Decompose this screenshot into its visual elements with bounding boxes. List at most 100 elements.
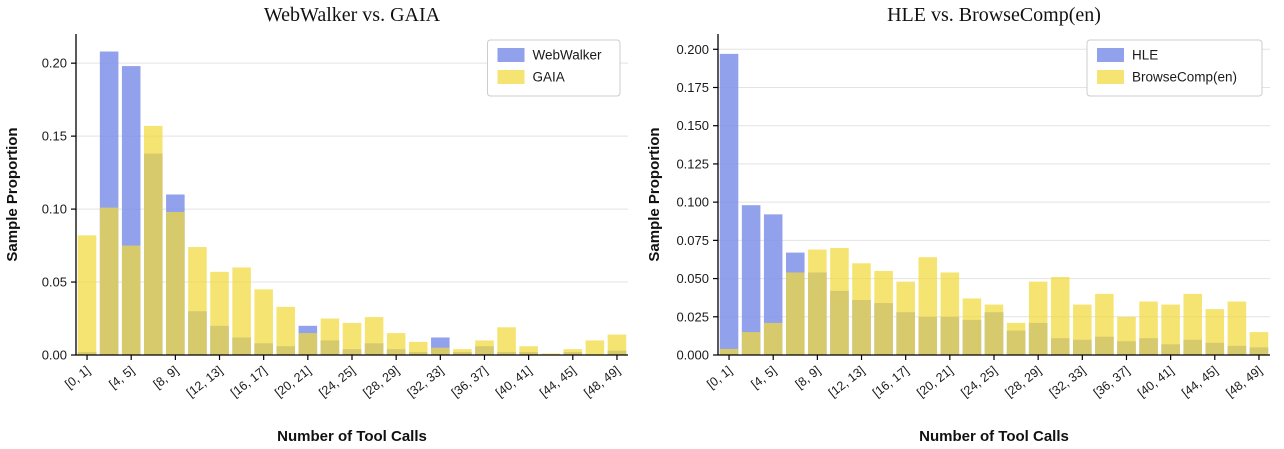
- bar-browsecomp-en-: [940, 272, 960, 355]
- bar-gaia: [121, 245, 141, 355]
- bar-gaia: [342, 322, 362, 355]
- chart-canvas: 0.000.050.100.150.20[0, 1] [4, 5] [8, 9] [1…: [4, 4, 628, 445]
- y-tick-label: 0.150: [676, 118, 709, 133]
- bar-browsecomp-en-: [763, 322, 783, 355]
- bar-browsecomp-en-: [1050, 277, 1070, 355]
- bar-gaia: [99, 207, 119, 355]
- legend-label: WebWalker: [533, 48, 603, 63]
- bar-gaia: [298, 333, 318, 355]
- bar-browsecomp-en-: [719, 348, 739, 355]
- bar-gaia: [144, 125, 163, 355]
- bar-browsecomp-en-: [1139, 301, 1158, 355]
- bar-browsecomp-en-: [1028, 281, 1048, 355]
- x-tick-label: [36, 37]: [449, 363, 490, 400]
- bar-browsecomp-en-: [962, 298, 982, 355]
- x-tick-label: [4, 5]: [107, 363, 138, 391]
- bar-gaia: [166, 212, 185, 355]
- bar-gaia: [364, 317, 384, 355]
- bar-browsecomp-en-: [786, 272, 805, 355]
- legend-swatch: [497, 70, 525, 84]
- y-tick-label: 0.025: [676, 309, 709, 324]
- y-tick-label: 0.000: [676, 348, 709, 363]
- legend-label: HLE: [1132, 48, 1158, 63]
- bar-browsecomp-en-: [1006, 322, 1026, 355]
- bar-gaia: [497, 327, 516, 355]
- x-tick-label: [32, 33]: [1047, 363, 1088, 400]
- y-tick-label: 0.050: [676, 271, 709, 286]
- bar-gaia: [607, 334, 627, 355]
- bar-browsecomp-en-: [874, 270, 893, 355]
- bar-gaia: [431, 347, 450, 355]
- x-tick-label: [44, 45]: [1179, 363, 1220, 400]
- bar-gaia: [188, 247, 207, 355]
- bar-gaia: [276, 306, 296, 355]
- y-tick-label: 0.125: [676, 156, 709, 171]
- x-tick-label: [12, 13]: [826, 363, 867, 400]
- x-tick-label: [24, 25]: [316, 363, 357, 400]
- y-axis-label: Sample Proportion: [646, 127, 663, 261]
- x-axis-label: Number of Tool Calls: [277, 428, 427, 445]
- bar-browsecomp-en-: [1073, 304, 1092, 355]
- bar-gaia: [254, 289, 273, 355]
- y-axis-label: Sample Proportion: [4, 127, 21, 261]
- x-tick-label: [40, 41]: [493, 363, 534, 400]
- bar-hle: [763, 214, 783, 355]
- x-tick-label: [48, 49]: [581, 363, 622, 400]
- x-tick-label: [16, 17]: [870, 363, 911, 400]
- bar-browsecomp-en-: [1095, 293, 1114, 355]
- bar-browsecomp-en-: [918, 257, 938, 355]
- x-tick-label: [28, 29]: [361, 363, 402, 400]
- legend-label: GAIA: [533, 70, 565, 85]
- y-tick-label: 0.05: [42, 275, 67, 290]
- chart-canvas: 0.000 0.025 0.050 0.075 0.100 0.125 0.150 0.175…: [646, 4, 1270, 445]
- bar-browsecomp-en-: [1249, 332, 1269, 355]
- bar-gaia: [475, 340, 494, 355]
- bar-browsecomp-en-: [896, 281, 915, 355]
- bar-gaia: [408, 341, 428, 355]
- bar-browsecomp-en-: [741, 332, 761, 355]
- bar-gaia: [453, 349, 472, 355]
- bar-browsecomp-en-: [1117, 316, 1136, 355]
- x-tick-label: [24, 25]: [958, 363, 999, 400]
- chart-title: WebWalker vs. GAIA: [264, 4, 441, 26]
- bar-gaia: [585, 340, 605, 355]
- bar-gaia: [77, 235, 97, 355]
- chart-hle-vs-browsecomp: 0.000 0.025 0.050 0.075 0.100 0.125 0.150 0.175…: [642, 0, 1284, 449]
- y-tick-label: 0.00: [42, 348, 67, 363]
- bar-gaia: [386, 333, 406, 355]
- bar-browsecomp-en-: [1205, 309, 1225, 355]
- x-tick-label: [32, 33]: [405, 363, 446, 400]
- legend-swatch: [1097, 70, 1124, 84]
- x-tick-label: [20, 21]: [914, 363, 955, 400]
- x-tick-label: [48, 49]: [1223, 363, 1264, 400]
- x-tick-label: [16, 17]: [228, 363, 269, 400]
- x-tick-label: [28, 29]: [1003, 363, 1044, 400]
- y-tick-label: 0.200: [676, 42, 709, 57]
- bar-browsecomp-en-: [984, 304, 1004, 355]
- bar-gaia: [320, 318, 340, 355]
- bar-gaia: [232, 267, 251, 355]
- legend-swatch: [1097, 48, 1124, 62]
- bar-browsecomp-en-: [808, 249, 827, 355]
- bar-browsecomp-en-: [1183, 293, 1202, 355]
- chart-title: HLE vs. BrowseComp(en): [887, 4, 1101, 26]
- bar-hle: [741, 205, 761, 355]
- bar-hle: [719, 53, 739, 355]
- legend-label: BrowseComp(en): [1132, 70, 1237, 85]
- x-tick-label: [4, 5]: [749, 363, 780, 391]
- bar-gaia: [541, 353, 560, 355]
- bar-gaia: [519, 346, 538, 355]
- x-tick-label: [20, 21]: [272, 363, 313, 400]
- x-tick-label: [12, 13]: [184, 363, 225, 400]
- x-tick-label: [8, 9]: [793, 363, 824, 391]
- bar-browsecomp-en-: [1161, 304, 1180, 355]
- bar-browsecomp-en-: [1227, 301, 1247, 355]
- chart-webwalker-vs-gaia: 0.00 0.05 0.10 0.15 0.20 [0, 1] [4, 5] [8, 9] [1…: [4, 4, 628, 445]
- bar-gaia: [563, 349, 583, 355]
- bar-gaia: [210, 271, 229, 355]
- x-tick-label: [0, 1]: [62, 363, 93, 391]
- y-tick-label: 0.075: [676, 233, 709, 248]
- y-tick-label: 0.20: [42, 56, 67, 71]
- bar-browsecomp-en-: [852, 263, 871, 355]
